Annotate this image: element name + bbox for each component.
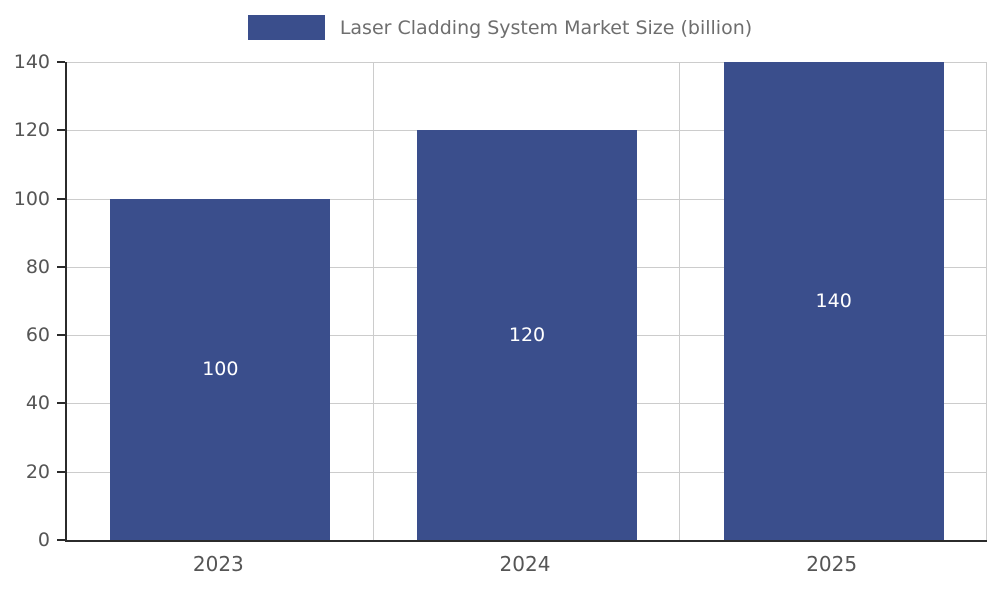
bar-value-label: 100	[202, 358, 239, 381]
bar: 140	[723, 62, 944, 540]
y-tick-label: 20	[25, 460, 50, 483]
x-tick-label: 2025	[806, 552, 858, 576]
gridline-h	[67, 62, 987, 63]
y-tick-mark	[57, 61, 65, 63]
gridline-v	[679, 62, 680, 540]
y-tick-mark	[57, 197, 65, 200]
y-tick-mark	[57, 334, 65, 337]
y-tick-mark	[57, 470, 65, 473]
bar-value-label: 120	[508, 324, 546, 347]
y-tick-label: 140	[13, 51, 50, 73]
y-axis: 0 20 40 60 80 100 120 140	[0, 51, 65, 551]
legend-label: Laser Cladding System Market Size (billi…	[339, 16, 753, 39]
y-tick-label: 100	[13, 187, 50, 210]
legend-swatch	[247, 15, 325, 40]
bar: 100	[110, 198, 331, 540]
y-tick-label: 120	[13, 119, 50, 142]
y-tick-label: 80	[25, 255, 50, 278]
y-tick-label: 0	[37, 529, 50, 551]
bar: 120	[417, 130, 637, 540]
y-tick-label: 60	[25, 324, 50, 347]
x-tick-label: 2024	[499, 552, 551, 576]
y-tick-mark	[57, 402, 65, 405]
bar-value-label: 140	[815, 290, 852, 312]
plot-area: 100 120 140	[65, 62, 987, 542]
x-tick-label: 2023	[192, 552, 244, 576]
x-axis: 2023 2024 2025	[65, 542, 985, 592]
gridline-v	[373, 62, 374, 540]
y-tick-mark	[57, 129, 65, 132]
y-tick-mark	[57, 265, 65, 268]
legend: Laser Cladding System Market Size (billi…	[0, 15, 1000, 40]
y-tick-mark	[57, 539, 65, 541]
gridline-v	[986, 62, 987, 540]
y-tick-label: 40	[25, 392, 50, 415]
